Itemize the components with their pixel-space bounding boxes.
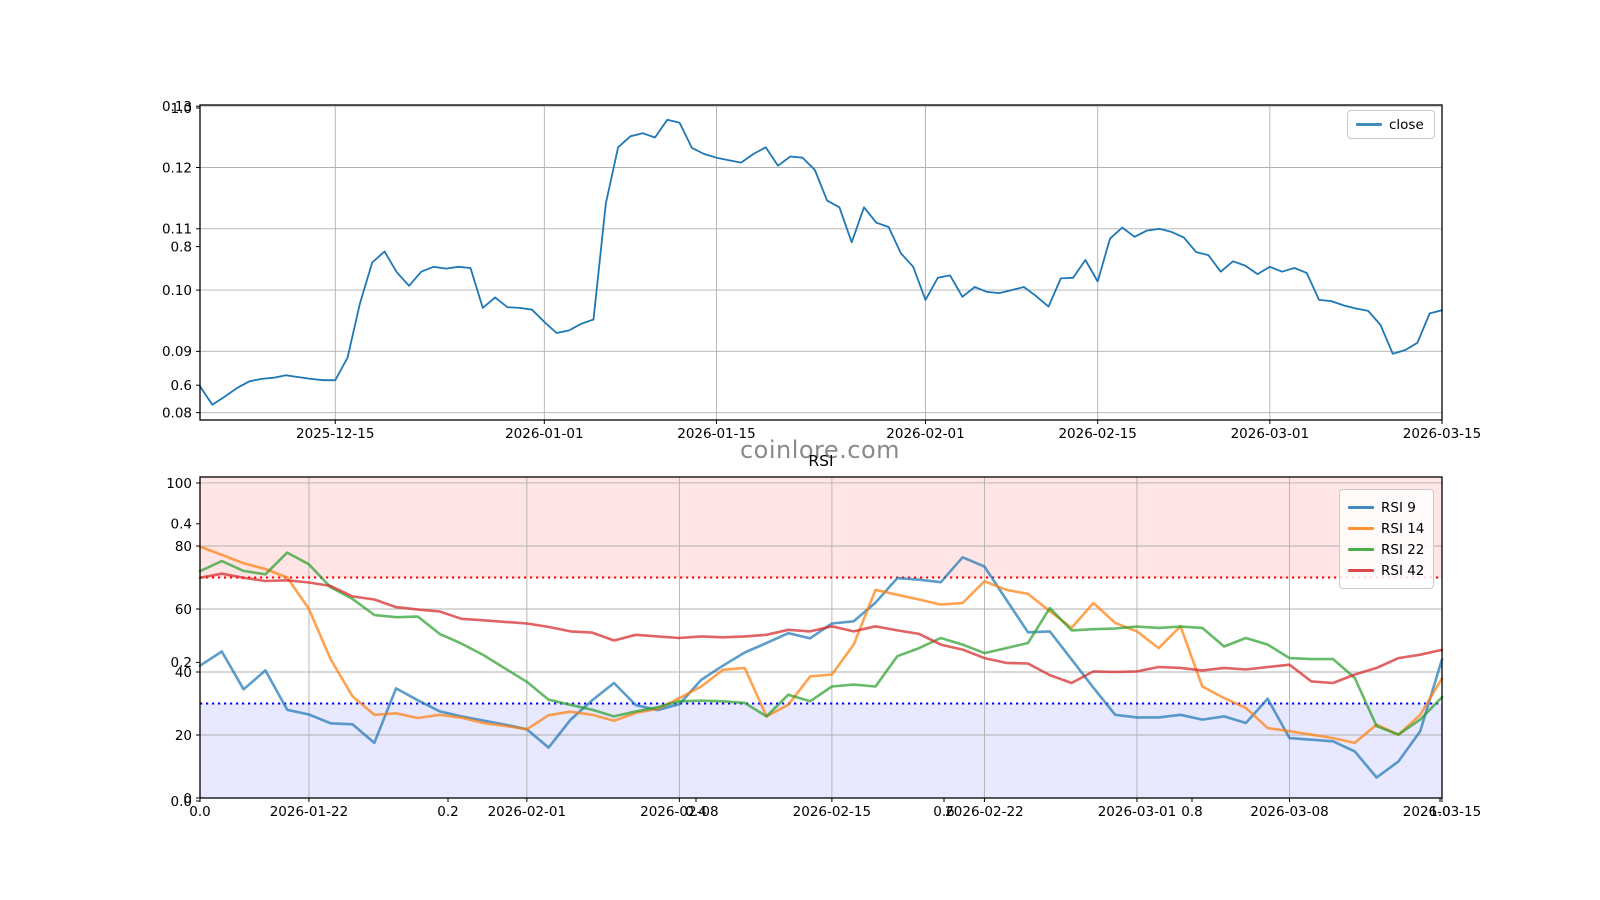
x-tick-label: 2026-03-08 xyxy=(1250,804,1328,820)
y-tick-label: 80 xyxy=(175,539,192,555)
overlay-x-tick-label: 1.0 xyxy=(1429,804,1450,820)
overlay-y-tick-label: 1.0 xyxy=(171,101,192,117)
series-line-rsi-22 xyxy=(198,551,1444,737)
y-tick-label: 40 xyxy=(175,665,192,681)
y-tick-label: 0.08 xyxy=(162,405,192,421)
coinlore-watermark: coinlore.com xyxy=(739,436,901,464)
x-tick-label: 2026-02-15 xyxy=(1058,426,1136,442)
y-tick-label: 0.11 xyxy=(162,222,192,238)
x-tick-label: 2026-03-15 xyxy=(1403,426,1481,442)
rsi-9-line-swatch xyxy=(1348,506,1374,509)
axes-spine xyxy=(199,476,1443,799)
overlay-x-tick-label: 0.2 xyxy=(437,804,458,820)
x-tick-label: 2025-12-15 xyxy=(296,426,374,442)
y-tick-label: 0.13 xyxy=(162,99,192,115)
legend-item-close: close xyxy=(1356,111,1424,138)
y-tick-label: 0.09 xyxy=(162,344,192,360)
overlay-y-tick-label: 0.8 xyxy=(171,239,192,255)
series-line-rsi-14 xyxy=(198,545,1444,745)
y-tick-label: 20 xyxy=(175,728,192,744)
axes-spine xyxy=(199,104,1443,421)
x-tick-label: 2026-02-22 xyxy=(945,804,1023,820)
x-tick-label: 2026-03-01 xyxy=(1098,804,1176,820)
x-tick-label: 2026-01-22 xyxy=(270,804,348,820)
overlay-x-tick-label: 0.8 xyxy=(1181,804,1202,820)
rsi-22-line-swatch xyxy=(1348,548,1374,551)
overlay-y-tick-label: 0.4 xyxy=(171,517,192,533)
x-tick-label: 2026-03-15 xyxy=(1403,804,1481,820)
rsi-9-legend-label: RSI 9 xyxy=(1381,499,1416,516)
rsi-legend-box: RSI 9 RSI 14 RSI 22 RSI 42 xyxy=(1339,489,1434,589)
overlay-y-tick-label: 0.0 xyxy=(171,794,192,810)
overlay-x-tick-label: 0.0 xyxy=(189,804,210,820)
legend-item-rsi-22: RSI 22 xyxy=(1348,539,1425,560)
legend-item-rsi-14: RSI 14 xyxy=(1348,518,1425,539)
x-tick-label: 2026-01-15 xyxy=(677,426,755,442)
legend-item-rsi-9: RSI 9 xyxy=(1348,497,1425,518)
rsi-42-legend-label: RSI 42 xyxy=(1381,562,1425,579)
overlay-x-tick-label: 0.4 xyxy=(685,804,706,820)
overlay-x-tick-label: 0.6 xyxy=(933,804,954,820)
series-line-rsi-42 xyxy=(198,572,1444,685)
series-line-rsi-9 xyxy=(198,555,1444,779)
x-tick-label: 2026-03-01 xyxy=(1231,426,1309,442)
rsi-subplot-title: RSI xyxy=(808,452,834,470)
x-tick-label: 2026-02-08 xyxy=(640,804,718,820)
overlay-y-tick-label: 0.2 xyxy=(171,655,192,671)
rsi-14-legend-label: RSI 14 xyxy=(1381,520,1425,537)
close-legend-label: close xyxy=(1389,116,1424,133)
y-tick-label: 0.12 xyxy=(162,160,192,176)
y-tick-label: 100 xyxy=(166,476,192,492)
x-tick-label: 2026-02-01 xyxy=(488,804,566,820)
price-legend-box: close xyxy=(1347,110,1435,139)
close-line-swatch xyxy=(1356,123,1382,126)
x-tick-label: 2026-02-15 xyxy=(793,804,871,820)
y-tick-label: 0.10 xyxy=(162,283,192,299)
y-tick-label: 0 xyxy=(183,791,192,807)
y-tick-label: 60 xyxy=(175,602,192,618)
x-tick-label: 2026-02-01 xyxy=(886,426,964,442)
series-line-close xyxy=(199,118,1443,406)
rsi-14-line-swatch xyxy=(1348,527,1374,530)
overlay-y-tick-label: 0.6 xyxy=(171,378,192,394)
overbought-band xyxy=(200,477,1442,578)
rsi-42-line-swatch xyxy=(1348,569,1374,572)
legend-item-rsi-42: RSI 42 xyxy=(1348,560,1425,581)
x-tick-label: 2026-01-01 xyxy=(505,426,583,442)
rsi-22-legend-label: RSI 22 xyxy=(1381,541,1425,558)
